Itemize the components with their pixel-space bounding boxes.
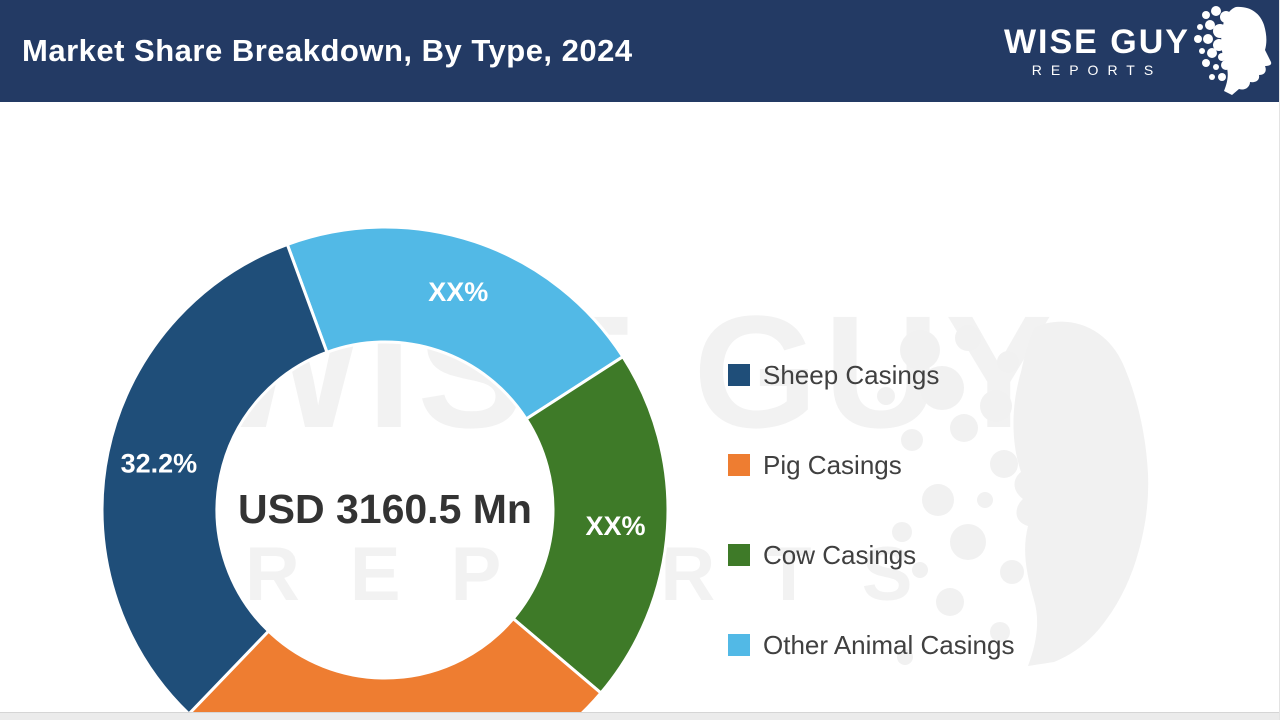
legend-swatch-pig-casings — [728, 454, 750, 476]
donut-segment-sheep-casings — [100, 242, 329, 717]
legend-item-cow-casings: Cow Casings — [728, 537, 1014, 573]
watermark-face-pattern — [877, 321, 1149, 666]
brand-logo-text: WISE GUY REPORTS — [1004, 25, 1190, 78]
legend-swatch-cow-casings — [728, 544, 750, 566]
donut-segment-label-sheep-casings: 32.2% — [121, 449, 198, 479]
page-title: Market Share Breakdown, By Type, 2024 — [22, 33, 633, 68]
legend-label-sheep-casings: Sheep Casings — [763, 360, 940, 390]
legend-swatch-other-animal-casings — [728, 634, 750, 656]
legend-label-other-animal-casings: Other Animal Casings — [763, 630, 1015, 660]
legend: Sheep Casings Pig Casings Cow Casings Ot… — [728, 357, 1014, 717]
header-bar: Market Share Breakdown, By Type, 2024 WI… — [0, 0, 1279, 102]
donut-segment-label-cow-casings: XX% — [585, 511, 645, 541]
legend-label-cow-casings: Cow Casings — [763, 540, 917, 570]
donut-segment-cow-casings — [511, 354, 670, 696]
logo-face-icon — [1194, 6, 1272, 96]
footer-strip — [0, 712, 1279, 720]
logo-wordmark: WISE GUY — [1003, 22, 1190, 61]
legend-item-other-animal-casings: Other Animal Casings — [728, 627, 1014, 663]
logo-subtitle: REPORTS — [1031, 61, 1163, 78]
legend-swatch-sheep-casings — [728, 364, 750, 386]
donut-segment-other-animal-casings — [285, 225, 625, 422]
chart-area: WISE GUY REPORTS XX%XX%XX%32.2% USD 3160… — [0, 102, 1279, 720]
legend-label-pig-casings: Pig Casings — [763, 450, 902, 480]
legend-item-pig-casings: Pig Casings — [728, 447, 1014, 483]
donut-center-label: USD 3160.5 Mn — [238, 486, 532, 532]
donut-segment-pig-casings — [186, 616, 604, 720]
brand-logo: WISE GUY REPORTS — [1004, 0, 1272, 102]
donut-chart: XX%XX%XX%32.2% — [100, 225, 670, 720]
donut-segment-label-other-animal-casings: XX% — [428, 277, 488, 307]
legend-item-sheep-casings: Sheep Casings — [728, 357, 1014, 393]
